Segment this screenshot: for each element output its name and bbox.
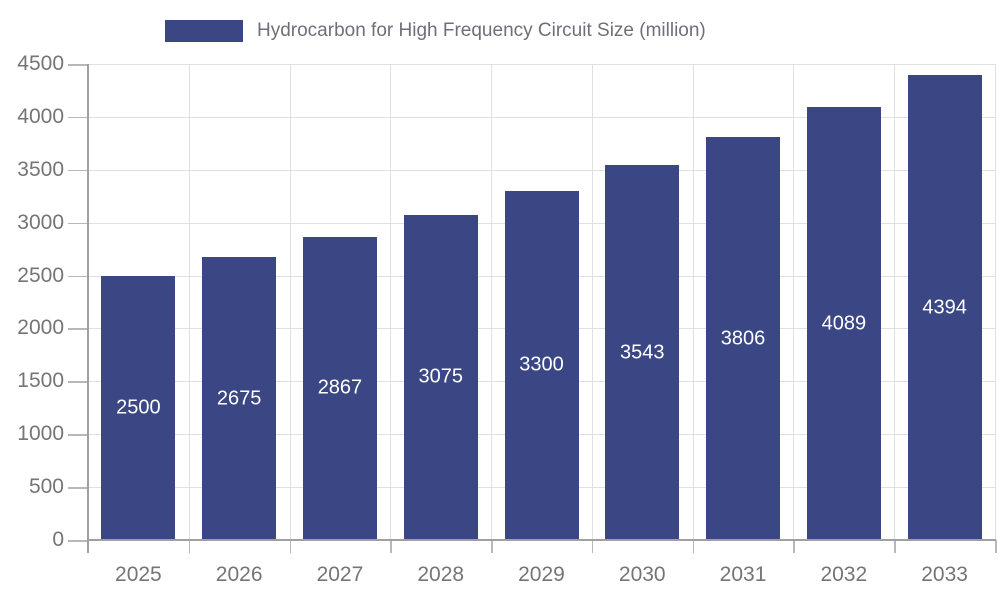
x-axis-tick <box>793 540 795 553</box>
y-axis-label: 1000 <box>17 422 64 446</box>
x-axis-label: 2025 <box>115 563 162 586</box>
y-axis-label: 4000 <box>17 104 64 128</box>
gridline-vertical <box>591 64 593 540</box>
x-axis-tick <box>591 540 594 553</box>
x-axis-tick <box>894 540 896 553</box>
gridline-vertical <box>289 64 291 540</box>
x-axis-tick <box>390 540 392 553</box>
gridline-vertical <box>390 64 392 540</box>
x-axis-tick <box>692 540 695 553</box>
y-axis-tick <box>68 487 88 489</box>
y-axis-label: 4500 <box>17 52 64 75</box>
legend-label: Hydrocarbon for High Frequency Circuit S… <box>257 20 706 41</box>
bar-2026: 2675 <box>202 257 277 540</box>
x-axis-tick <box>491 540 493 553</box>
y-axis-tick <box>68 169 88 172</box>
y-axis-tick <box>68 275 88 278</box>
bar-2032: 4089 <box>806 107 881 540</box>
bar-value-label: 3300 <box>519 353 564 376</box>
y-axis-tick <box>68 381 88 383</box>
y-axis-label: 2500 <box>17 263 64 287</box>
gridline-vertical <box>188 64 190 540</box>
x-axis-tick <box>995 540 997 553</box>
gridline-horizontal <box>88 116 995 118</box>
y-axis-label: 3500 <box>17 157 64 181</box>
gridline-vertical <box>793 64 795 540</box>
y-axis-tick <box>68 434 88 436</box>
x-axis-label: 2028 <box>417 563 465 586</box>
y-axis-tick <box>68 328 88 330</box>
y-axis-label: 500 <box>28 475 64 499</box>
bar-value-label: 2867 <box>317 376 363 399</box>
bar-2027: 2867 <box>302 236 377 540</box>
bar-value-label: 3543 <box>620 341 665 364</box>
x-axis-label: 2032 <box>820 563 868 586</box>
x-axis-label: 2026 <box>215 563 263 586</box>
bar-value-label: 2500 <box>116 396 161 419</box>
bar-value-label: 2675 <box>216 387 262 409</box>
bar-value-label: 3806 <box>720 327 766 350</box>
bar-value-label: 4089 <box>821 312 867 335</box>
gridline-vertical <box>692 64 694 540</box>
y-axis-tick <box>68 64 88 66</box>
legend-swatch <box>165 20 243 42</box>
x-axis-line <box>88 539 996 541</box>
bar-2025: 2500 <box>101 275 176 540</box>
y-axis-label: 3000 <box>17 210 64 234</box>
bar-2031: 3806 <box>706 137 781 540</box>
y-axis-label: 2000 <box>17 316 64 340</box>
bar-2033: 4394 <box>907 75 982 540</box>
gridline-horizontal <box>88 169 995 171</box>
bar-2029: 3300 <box>504 190 579 540</box>
gridline-horizontal <box>88 64 995 65</box>
x-axis-label: 2030 <box>618 563 666 586</box>
x-axis-tick <box>188 540 191 553</box>
bar-value-label: 3075 <box>418 365 463 388</box>
y-axis-label: 1500 <box>17 369 64 393</box>
gridline-vertical <box>995 64 996 540</box>
y-axis-tick <box>68 540 88 542</box>
y-axis-tick <box>68 116 88 119</box>
gridline-vertical <box>894 64 896 540</box>
y-axis-label: 0 <box>52 528 64 551</box>
bar-value-label: 4394 <box>922 296 967 319</box>
bar-2028: 3075 <box>403 214 478 540</box>
gridline-vertical <box>491 64 493 540</box>
x-axis-label: 2031 <box>719 563 767 586</box>
x-axis-label: 2029 <box>518 563 565 586</box>
x-axis-label: 2033 <box>921 563 968 586</box>
bar-2030: 3543 <box>605 165 680 540</box>
x-axis-label: 2027 <box>316 563 364 586</box>
x-axis-tick <box>289 540 292 553</box>
y-axis-line <box>87 64 89 553</box>
y-axis-tick <box>68 222 88 225</box>
